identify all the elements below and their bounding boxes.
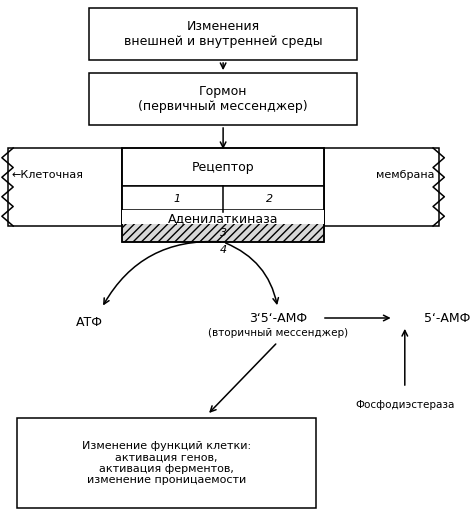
Text: Изменения
внешней и внутренней среды: Изменения внешней и внутренней среды — [124, 20, 322, 48]
Bar — [90, 8, 357, 60]
Bar — [122, 186, 324, 212]
Text: Аденилаткиназа: Аденилаткиназа — [168, 212, 278, 225]
Text: АТФ: АТФ — [76, 315, 103, 328]
Text: ←Клеточная: ←Клеточная — [11, 170, 83, 180]
Text: Фосфодиэстераза: Фосфодиэстераза — [355, 400, 455, 410]
Text: мембрана: мембрана — [376, 170, 435, 180]
Text: Рецептор: Рецептор — [192, 160, 255, 174]
Text: (вторичный мессенджер): (вторичный мессенджер) — [208, 328, 348, 338]
Bar — [122, 148, 324, 242]
Text: Изменение функций клетки:
активация генов,
активация ферментов,
изменение прониц: Изменение функций клетки: активация гено… — [82, 440, 251, 485]
Bar — [90, 73, 357, 125]
Text: 3‘5‘-АМФ: 3‘5‘-АМФ — [249, 312, 307, 325]
Text: Гормон
(первичный мессенджер): Гормон (первичный мессенджер) — [138, 85, 308, 113]
Bar — [324, 148, 439, 226]
Text: 3: 3 — [219, 228, 227, 238]
FancyArrowPatch shape — [104, 241, 220, 304]
Bar — [122, 148, 324, 186]
Text: 5‘-АМФ: 5‘-АМФ — [424, 312, 470, 325]
Text: 1: 1 — [173, 194, 180, 204]
Bar — [8, 148, 122, 226]
Bar — [122, 210, 324, 224]
FancyArrowPatch shape — [226, 243, 278, 303]
Bar — [17, 418, 316, 508]
Bar — [122, 210, 324, 242]
Text: 4: 4 — [219, 245, 227, 255]
Text: 2: 2 — [266, 194, 273, 204]
